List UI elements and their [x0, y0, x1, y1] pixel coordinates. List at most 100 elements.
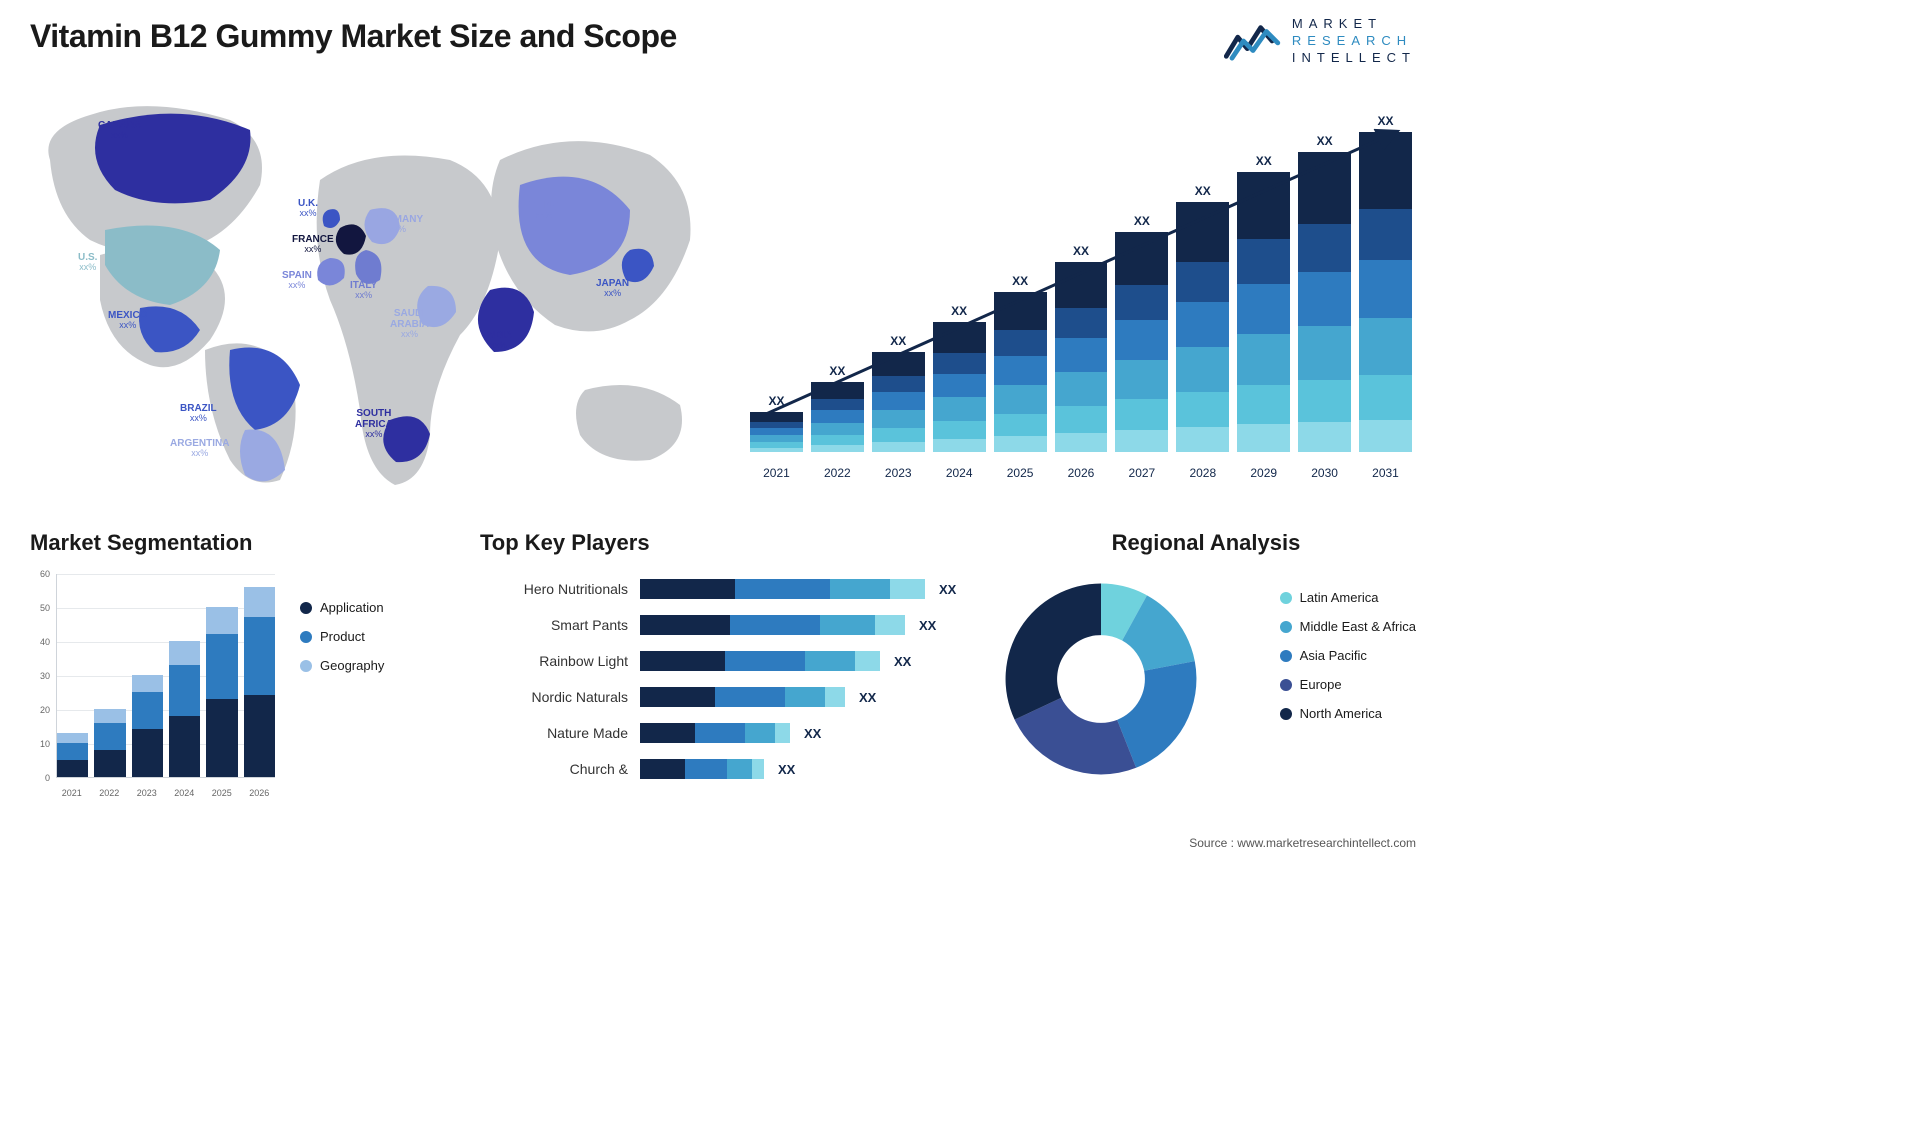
- growth-bar-2027: XX: [1115, 214, 1168, 452]
- map-label-china: CHINAxx%: [528, 200, 560, 221]
- kp-name: Smart Pants: [480, 617, 640, 633]
- growth-value-2024: XX: [951, 304, 967, 318]
- growth-value-2027: XX: [1134, 214, 1150, 228]
- regional-title: Regional Analysis: [996, 530, 1416, 556]
- segmentation-title: Market Segmentation: [30, 530, 440, 556]
- map-label-brazil: BRAZILxx%: [180, 403, 217, 424]
- regional-legend: Latin America Middle East & Africa Asia Pa…: [1280, 590, 1416, 735]
- kp-value: XX: [804, 726, 821, 741]
- map-label-germany: GERMANYxx%: [372, 214, 423, 235]
- logo-line1: MARKET: [1292, 16, 1416, 33]
- growth-value-2021: XX: [768, 394, 784, 408]
- kp-name: Church &: [480, 761, 640, 777]
- growth-bar-2031: XX: [1359, 114, 1412, 452]
- segmentation-legend: Application Product Geography: [300, 600, 384, 687]
- seg-bar-2021: [57, 733, 88, 777]
- regional-donut: [996, 574, 1206, 784]
- reg-legend-asia-pacific: Asia Pacific: [1280, 648, 1416, 663]
- reg-legend-north-america: North America: [1280, 706, 1416, 721]
- map-label-france: FRANCExx%: [292, 234, 334, 255]
- seg-legend-product: Product: [300, 629, 384, 644]
- reg-legend-europe: Europe: [1280, 677, 1416, 692]
- growth-bar-2022: XX: [811, 364, 864, 452]
- growth-year-2025: 2025: [994, 466, 1047, 480]
- logo-line3: INTELLECT: [1292, 50, 1416, 67]
- growth-bar-2026: XX: [1055, 244, 1108, 452]
- seg-ytick-60: 60: [40, 569, 50, 579]
- growth-value-2025: XX: [1012, 274, 1028, 288]
- seg-ytick-40: 40: [40, 637, 50, 647]
- growth-value-2022: XX: [829, 364, 845, 378]
- growth-bar-2030: XX: [1298, 134, 1351, 452]
- seg-year-2023: 2023: [131, 788, 163, 798]
- map-label-canada: CANADAxx%: [98, 120, 141, 141]
- kp-value: XX: [778, 762, 795, 777]
- growth-year-2024: 2024: [933, 466, 986, 480]
- growth-value-2030: XX: [1317, 134, 1333, 148]
- page-title: Vitamin B12 Gummy Market Size and Scope: [30, 18, 677, 55]
- growth-bar-2024: XX: [933, 304, 986, 452]
- growth-bar-2028: XX: [1176, 184, 1229, 452]
- kp-row-rainbow-light: Rainbow Light XX: [480, 648, 980, 674]
- growth-bar-2023: XX: [872, 334, 925, 452]
- kp-row-smart-pants: Smart PantsXX: [480, 612, 980, 638]
- map-label-argentina: ARGENTINAxx%: [170, 438, 229, 459]
- seg-ytick-10: 10: [40, 739, 50, 749]
- growth-year-2029: 2029: [1237, 466, 1290, 480]
- seg-legend-geography: Geography: [300, 658, 384, 673]
- seg-year-2024: 2024: [169, 788, 201, 798]
- reg-legend-latin-america: Latin America: [1280, 590, 1416, 605]
- segmentation-chart: 0102030405060 202120222023202420252026: [30, 568, 280, 798]
- kp-value: XX: [894, 654, 911, 669]
- growth-year-2027: 2027: [1115, 466, 1168, 480]
- key-players-title: Top Key Players: [480, 530, 980, 556]
- map-label-us: U.S.xx%: [78, 252, 97, 273]
- world-map: CANADAxx%U.S.xx%MEXICOxx%BRAZILxx%ARGENT…: [30, 90, 710, 500]
- growth-value-2028: XX: [1195, 184, 1211, 198]
- map-label-spain: SPAINxx%: [282, 270, 312, 291]
- seg-ytick-30: 30: [40, 671, 50, 681]
- seg-year-2021: 2021: [56, 788, 88, 798]
- reg-legend-middle-east---africa: Middle East & Africa: [1280, 619, 1416, 634]
- growth-value-2029: XX: [1256, 154, 1272, 168]
- source-text: Source : www.marketresearchintellect.com: [1189, 836, 1416, 850]
- growth-year-2028: 2028: [1176, 466, 1229, 480]
- map-label-italy: ITALYxx%: [350, 280, 377, 301]
- map-label-saudiarabia: SAUDIARABIAxx%: [390, 308, 429, 340]
- growth-value-2031: XX: [1378, 114, 1394, 128]
- seg-legend-application: Application: [300, 600, 384, 615]
- brand-logo: MARKET RESEARCH INTELLECT: [1224, 16, 1416, 67]
- growth-year-2021: 2021: [750, 466, 803, 480]
- segmentation-panel: Market Segmentation 0102030405060 202120…: [30, 530, 440, 810]
- map-label-southafrica: SOUTHAFRICAxx%: [355, 408, 393, 440]
- seg-ytick-20: 20: [40, 705, 50, 715]
- seg-ytick-0: 0: [45, 773, 50, 783]
- kp-row-nordic-naturals: Nordic NaturalsXX: [480, 684, 980, 710]
- kp-name: Nature Made: [480, 725, 640, 741]
- seg-year-2026: 2026: [244, 788, 276, 798]
- kp-name: Hero Nutritionals: [480, 581, 640, 597]
- growth-year-2031: 2031: [1359, 466, 1412, 480]
- growth-bar-2021: XX: [750, 394, 803, 452]
- growth-year-2026: 2026: [1055, 466, 1108, 480]
- kp-value: XX: [859, 690, 876, 705]
- growth-year-2030: 2030: [1298, 466, 1351, 480]
- kp-value: XX: [939, 582, 956, 597]
- key-players-panel: Top Key Players Hero Nutritionals XX Smart…: [480, 530, 980, 810]
- map-label-japan: JAPANxx%: [596, 278, 629, 299]
- donut-slice-north-america: [1006, 584, 1101, 720]
- map-label-uk: U.K.xx%: [298, 198, 318, 219]
- growth-bar-2029: XX: [1237, 154, 1290, 452]
- kp-row-hero-nutritionals: Hero Nutritionals XX: [480, 576, 980, 602]
- growth-bar-2025: XX: [994, 274, 1047, 452]
- kp-name: Rainbow Light: [480, 653, 640, 669]
- growth-chart: XXXXXXXXXXXXXXXXXXXXXX 20212022202320242…: [746, 100, 1416, 480]
- kp-row-nature-made: Nature Made XX: [480, 720, 980, 746]
- seg-year-2025: 2025: [206, 788, 238, 798]
- logo-line2: RESEARCH: [1292, 33, 1416, 50]
- regional-panel: Regional Analysis Latin America Middle Ea…: [996, 530, 1416, 810]
- seg-bar-2023: [132, 675, 163, 777]
- seg-bar-2024: [169, 641, 200, 777]
- growth-year-2023: 2023: [872, 466, 925, 480]
- logo-mark-icon: [1224, 20, 1282, 62]
